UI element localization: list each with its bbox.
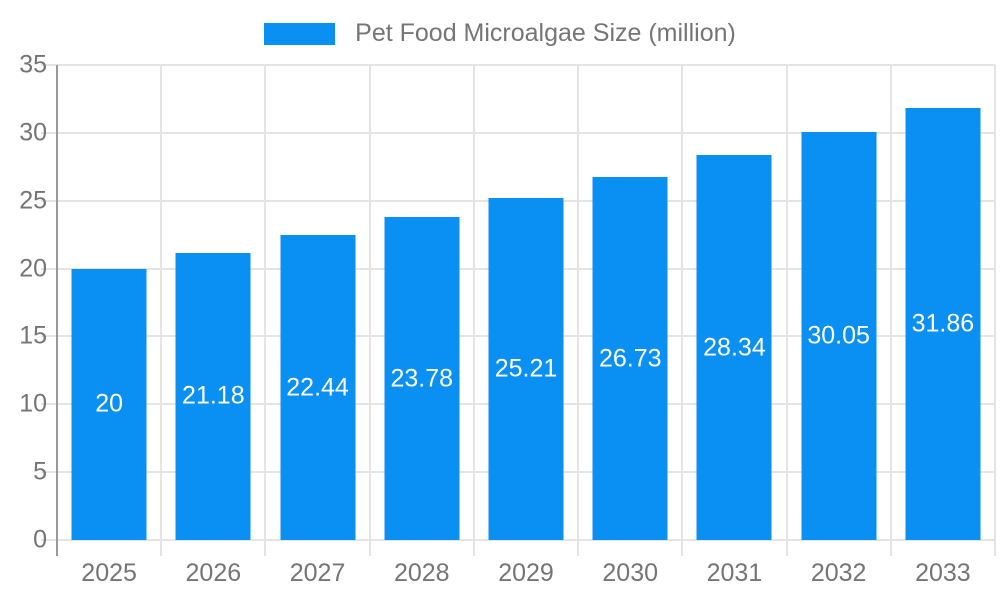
bar: 21.18 (175, 252, 251, 540)
bar-value-label: 30.05 (807, 321, 870, 350)
x-axis-tick-label: 2032 (810, 559, 867, 587)
x-axis-tick-label: 2027 (289, 559, 346, 587)
legend: Pet Food Microalgae Size (million) (0, 19, 1000, 48)
y-axis-tick-label: 10 (19, 389, 47, 418)
x-axis-tick-label: 2025 (81, 559, 137, 587)
y-axis-tick-label: 30 (19, 118, 47, 147)
y-axis-line (56, 65, 58, 556)
gridline-horizontal (41, 64, 995, 66)
x-axis-tick-label: 2033 (915, 559, 971, 587)
y-axis-tick-label: 5 (33, 457, 47, 486)
gridline-vertical (681, 65, 684, 556)
bar: 20 (71, 268, 147, 540)
gridline-horizontal (41, 131, 995, 134)
y-axis-tick-label: 25 (19, 186, 47, 215)
bar-value-label: 23.78 (390, 364, 454, 393)
y-axis-tick-label: 20 (19, 254, 47, 283)
bar: 25.21 (488, 197, 564, 540)
legend-label: Pet Food Microalgae Size (million) (355, 19, 736, 47)
x-axis-tick-label: 2031 (706, 559, 763, 587)
y-axis-tick-label: 35 (19, 50, 47, 79)
x-axis-tick-label: 2026 (185, 559, 242, 587)
gridline-horizontal (41, 539, 995, 541)
gridline-vertical (472, 65, 475, 556)
x-axis-tick-label: 2029 (498, 559, 554, 587)
gridline-vertical (994, 65, 996, 556)
bar-value-label: 26.73 (598, 344, 662, 373)
x-axis-tick-label: 2028 (393, 559, 450, 587)
y-axis-tick-label: 15 (19, 321, 47, 350)
gridline-vertical (577, 65, 580, 556)
gridline-vertical (160, 65, 163, 556)
bar: 30.05 (801, 132, 877, 540)
bar-value-label: 22.44 (286, 373, 349, 402)
legend-swatch (264, 22, 336, 45)
bar: 22.44 (280, 235, 356, 540)
bar-value-label: 21.18 (182, 381, 245, 410)
bar-value-label: 31.86 (911, 309, 975, 338)
bar-value-label: 20 (95, 389, 124, 418)
bar: 31.86 (905, 107, 981, 540)
x-axis-tick-label: 2030 (602, 559, 659, 587)
gridline-vertical (889, 65, 892, 556)
bar-value-label: 28.34 (703, 333, 766, 362)
gridline-vertical (368, 65, 371, 556)
gridline-vertical (785, 65, 788, 556)
gridline-vertical (264, 65, 267, 556)
y-axis-tick-label: 0 (33, 525, 47, 554)
bar: 28.34 (696, 155, 772, 540)
bar-value-label: 25.21 (494, 354, 558, 383)
bar: 26.73 (592, 177, 668, 540)
bar: 23.78 (384, 217, 460, 540)
plot-area: 0 5 10 15 20 25 30 35 20 2025 21.18 2026 22.44 2027 23… (19, 51, 996, 587)
